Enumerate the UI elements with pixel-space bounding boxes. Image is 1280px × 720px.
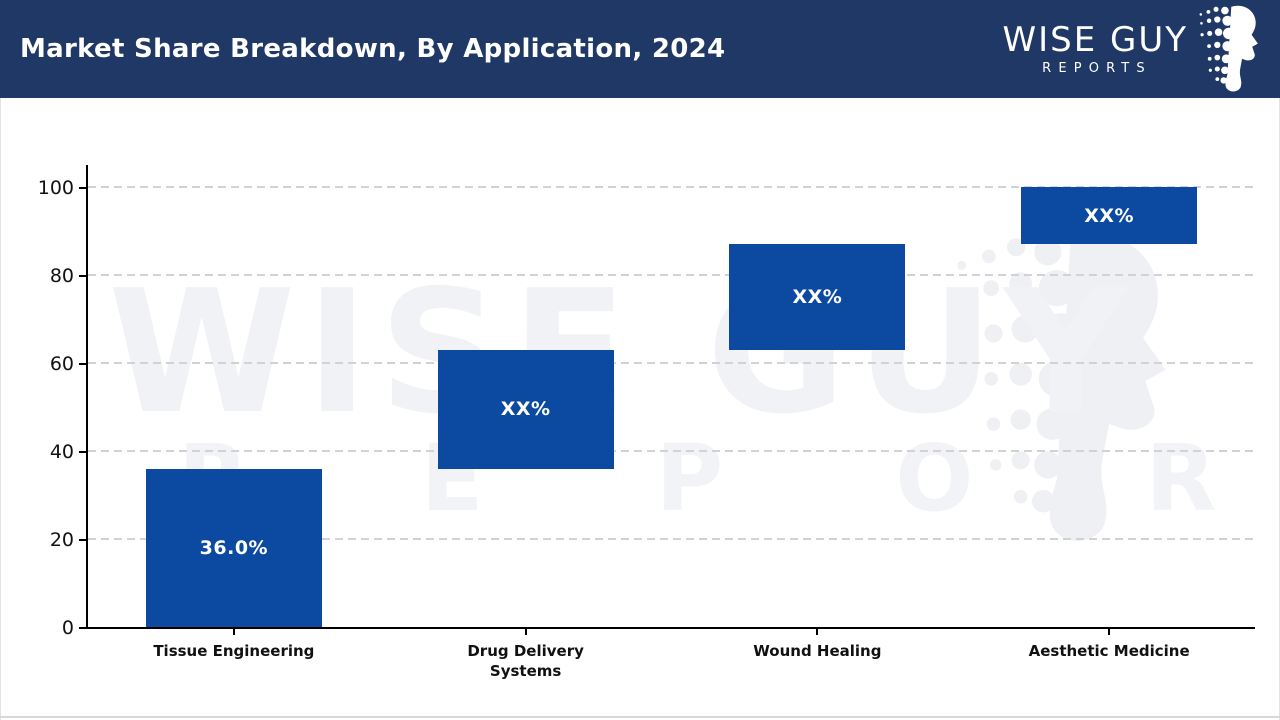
- chart-title: Market Share Breakdown, By Application, …: [20, 34, 726, 64]
- gridline: [88, 274, 1255, 276]
- x-axis-category-label: Tissue Engineering: [153, 642, 315, 660]
- x-axis-category-label: Aesthetic Medicine: [1028, 642, 1190, 660]
- x-axis-tick: [232, 629, 235, 635]
- x-axis-tick: [524, 629, 527, 635]
- logo-wordmark: WISE GUY: [1002, 19, 1188, 60]
- y-axis-tick: [79, 539, 86, 541]
- gridline: [88, 186, 1255, 188]
- y-axis-tick-label: 20: [49, 529, 74, 551]
- bar-value-label: XX%: [500, 398, 551, 421]
- bar-wound-healing: XX%: [729, 244, 906, 350]
- x-axis-category-label: Wound Healing: [753, 642, 882, 660]
- y-axis-tick-label: 60: [49, 353, 74, 375]
- y-axis-tick: [79, 275, 86, 277]
- y-axis-tick: [79, 363, 86, 365]
- logo-subtext: REPORTS: [1042, 60, 1152, 76]
- y-axis-tick: [79, 627, 86, 629]
- chart-area: WISE GUY R E P O R T S 36.0%XX%XX%XX%020…: [0, 98, 1280, 720]
- x-axis-tick: [816, 629, 819, 635]
- x-axis-category-label: Drug Delivery Systems: [467, 642, 584, 681]
- bar-value-label: XX%: [792, 285, 843, 308]
- page-border-bottom: [0, 716, 1280, 718]
- y-axis-spine: [86, 165, 88, 629]
- gridline: [88, 450, 1255, 452]
- page-border-left: [0, 98, 1, 720]
- report-header: Market Share Breakdown, By Application, …: [0, 0, 1280, 98]
- wise-guy-logo: WISE GUY REPORTS: [1002, 0, 1270, 98]
- y-axis-tick: [79, 187, 86, 189]
- gridline: [88, 538, 1255, 540]
- bar-tissue-engineering: 36.0%: [145, 468, 322, 627]
- y-axis-tick-label: 40: [49, 441, 74, 463]
- gridline: [88, 362, 1255, 364]
- y-axis-tick-label: 100: [37, 177, 74, 199]
- x-axis-spine: [86, 627, 1255, 629]
- wise-guy-head-icon: [1199, 5, 1258, 92]
- bar-aesthetic-medicine: XX%: [1021, 187, 1198, 245]
- wise-guy-logo-text: WISE GUY REPORTS: [1002, 23, 1188, 76]
- bar-drug-delivery-systems: XX%: [437, 349, 614, 469]
- y-axis-tick: [79, 451, 86, 453]
- bar-value-label: XX%: [1084, 204, 1135, 227]
- plot: 36.0% XX% XX% XX% 0 20 40 60 80 100 Tissue Enginee…: [0, 98, 1280, 720]
- y-axis-tick-label: 0: [61, 617, 74, 639]
- x-axis-tick: [1108, 629, 1111, 635]
- y-axis-tick-label: 80: [49, 265, 74, 287]
- bar-value-label: 36.0%: [199, 536, 269, 559]
